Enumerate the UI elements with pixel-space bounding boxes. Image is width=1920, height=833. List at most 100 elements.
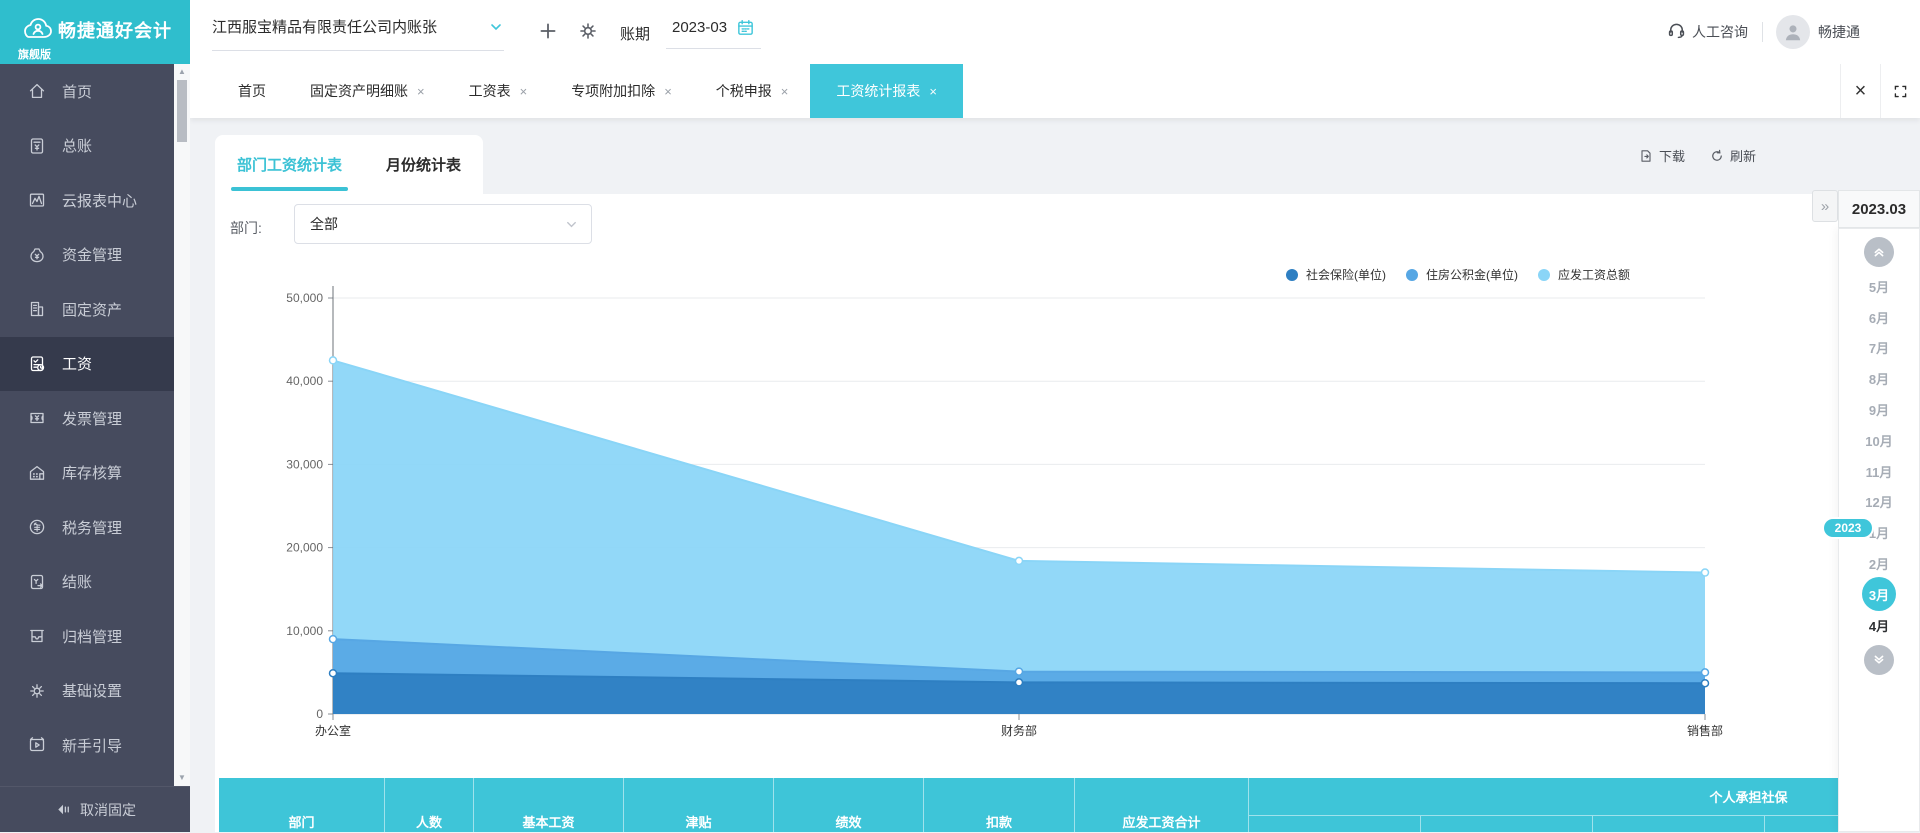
month-item[interactable]: 3月 <box>1839 577 1919 612</box>
download-button[interactable]: 下载 <box>1638 146 1685 165</box>
sidebar-item[interactable]: 新手引导 <box>0 718 174 773</box>
sidebar-item[interactable]: 税务管理 <box>0 500 174 555</box>
sidebar-item[interactable]: 库存核算 <box>0 446 174 501</box>
svg-text:销售部: 销售部 <box>1687 723 1723 738</box>
sidebar-item[interactable]: 固定资产 <box>0 282 174 337</box>
close-icon[interactable]: × <box>929 83 937 99</box>
sidebar-item-label: 云报表中心 <box>62 192 138 210</box>
month-item[interactable]: 6月 <box>1839 302 1919 333</box>
month-label: 8月 <box>1868 372 1890 388</box>
subtab-active[interactable]: 部门工资统计表 <box>215 135 364 194</box>
month-label: 11月 <box>1865 464 1893 480</box>
legend-item[interactable]: 住房公积金(单位) <box>1406 266 1518 283</box>
svg-text:财务部: 财务部 <box>1001 723 1037 738</box>
tab-item[interactable]: 首页 <box>216 64 288 118</box>
month-item[interactable]: 12月 <box>1839 487 1919 518</box>
support-link[interactable]: 人工咨询 <box>1692 24 1748 40</box>
sidebar-item[interactable]: 云报表中心 <box>0 173 174 228</box>
month-item[interactable]: 11月 <box>1839 456 1919 487</box>
sidebar: 首页总账云报表中心资金管理 固定资产工资发票管理库存核算税务管理结账归档管理基础设… <box>0 64 190 832</box>
month-label: 3月 <box>1862 577 1896 612</box>
close-icon[interactable]: × <box>417 83 425 99</box>
department-filter-select[interactable]: 全部 <box>294 204 592 244</box>
brand-logo-block[interactable]: 畅捷通好会计 旗舰版 <box>0 0 190 64</box>
close-icon[interactable]: × <box>780 83 789 99</box>
sidebar-scrollbar[interactable]: ▲ ▼ <box>174 64 190 786</box>
legend-item[interactable]: 应发工资总额 <box>1538 266 1630 283</box>
panel-period-value[interactable]: 2023.03 <box>1838 190 1920 228</box>
month-item[interactable]: 10月 <box>1839 425 1919 456</box>
sidebar-item-label: 库存核算 <box>62 465 123 483</box>
refresh-button[interactable]: 刷新 <box>1709 146 1756 165</box>
sidebar-item-label: 总账 <box>62 138 93 156</box>
tab-label: 首页 <box>238 83 266 99</box>
sidebar-item[interactable]: 结账 <box>0 555 174 610</box>
guide-icon <box>27 735 47 755</box>
home-icon <box>27 81 47 101</box>
tab-item[interactable]: 工资表 × <box>447 64 550 118</box>
avatar[interactable] <box>1776 15 1810 49</box>
username[interactable]: 畅捷通 <box>1818 24 1860 40</box>
month-item[interactable]: 8月 <box>1839 363 1919 394</box>
add-account-button[interactable] <box>537 20 559 42</box>
column-header: 津贴 <box>624 778 774 832</box>
collapse-panel-button[interactable]: » <box>1812 190 1838 222</box>
legend-label: 住房公积金(单位) <box>1426 268 1518 282</box>
scroll-months-up-icon[interactable] <box>1864 237 1894 267</box>
month-item[interactable]: 7月 <box>1839 333 1919 364</box>
column-header: 部门 <box>219 778 385 832</box>
salary-area-chart[interactable]: 0 10,000 20,000 30,000 40,000 50,000 办公室 财务部 销售部 <box>230 265 1730 745</box>
topbar-divider <box>1762 22 1763 42</box>
tab-item[interactable]: 个税申报 × <box>694 64 811 118</box>
sidebar-item-label: 工资 <box>62 356 93 374</box>
tab-active[interactable]: 工资统计报表 × <box>810 64 963 118</box>
month-label: 1月 <box>1868 526 1890 542</box>
legend-item[interactable]: 社会保险(单位) <box>1286 266 1386 283</box>
fullscreen-icon[interactable] <box>1880 64 1920 118</box>
sidebar-item[interactable]: 基础设置 <box>0 664 174 719</box>
scrollbar-down-arrow-icon[interactable]: ▼ <box>178 773 186 782</box>
month-item[interactable]: 2月 <box>1839 548 1919 579</box>
month-item[interactable]: 9月 <box>1839 394 1919 425</box>
report-card: 部门: 全部 社会保险(单位) 住房公积金(单位) 应发工资总额 0 10,000 20… <box>215 194 1850 832</box>
chevron-down-icon <box>564 217 579 232</box>
sidebar-item[interactable]: 资金管理 <box>0 228 174 283</box>
scrollbar-thumb[interactable] <box>177 80 187 142</box>
month-list: 5月 6月 7月 8月 9月 10月 11月 12月 1月 2月 3月 4月 <box>1839 271 1919 641</box>
sidebar-item[interactable]: 发票管理 <box>0 391 174 446</box>
tab-item[interactable]: 固定资产明细账 × <box>288 64 447 118</box>
sidebar-item[interactable]: 工资 <box>0 336 190 391</box>
close-tab-button[interactable]: × <box>1840 64 1880 118</box>
close-icon[interactable]: × <box>664 83 672 99</box>
chart-legend: 社会保险(单位) 住房公积金(单位) 应发工资总额 <box>1286 266 1630 283</box>
sidebar-item-label: 归档管理 <box>62 628 123 646</box>
column-header: 绩效 <box>774 778 924 832</box>
month-label: 12月 <box>1865 495 1893 511</box>
gear-icon[interactable] <box>577 20 599 42</box>
table-header-row: 部门 人数 基本工资 津贴 绩效 扣款 应发工资合计 个人承担社保 <box>219 778 1850 832</box>
sidebar-item[interactable]: 首页 <box>0 64 174 119</box>
column-subcell <box>1593 816 1765 832</box>
sidebar-item-label: 结账 <box>62 574 93 592</box>
subtab-item[interactable]: 月份统计表 <box>386 157 462 174</box>
month-item[interactable]: 4月 <box>1839 610 1919 641</box>
page-tab-bar: 首页 固定资产明细账 × 工资表 × 专项附加扣除 × 个税申报 × 工资统计报表 × × <box>190 64 1920 118</box>
month-label: 10月 <box>1865 433 1893 449</box>
scrollbar-up-arrow-icon[interactable]: ▲ <box>178 67 186 76</box>
download-label: 下载 <box>1659 149 1686 164</box>
tab-item[interactable]: 专项附加扣除 × <box>549 64 694 118</box>
company-selector[interactable]: 江西服宝精品有限责任公司内账张 <box>212 16 504 51</box>
year-badge: 2023 <box>1824 519 1872 537</box>
tab-label: 固定资产明细账 <box>310 83 408 99</box>
period-label: 账期 <box>620 26 651 43</box>
unpin-sidebar-button[interactable]: 取消固定 <box>0 786 190 833</box>
month-item[interactable]: 1月 <box>1839 517 1919 548</box>
sidebar-item[interactable]: 归档管理 <box>0 609 174 664</box>
svg-text:40,000: 40,000 <box>286 374 323 388</box>
month-item[interactable]: 5月 <box>1839 271 1919 302</box>
close-icon[interactable]: × <box>519 83 528 99</box>
sidebar-item[interactable]: 总账 <box>0 119 174 174</box>
period-selector[interactable]: 2023-03 <box>666 16 762 49</box>
closing-icon <box>27 572 47 592</box>
scroll-months-down-icon[interactable] <box>1864 645 1894 675</box>
